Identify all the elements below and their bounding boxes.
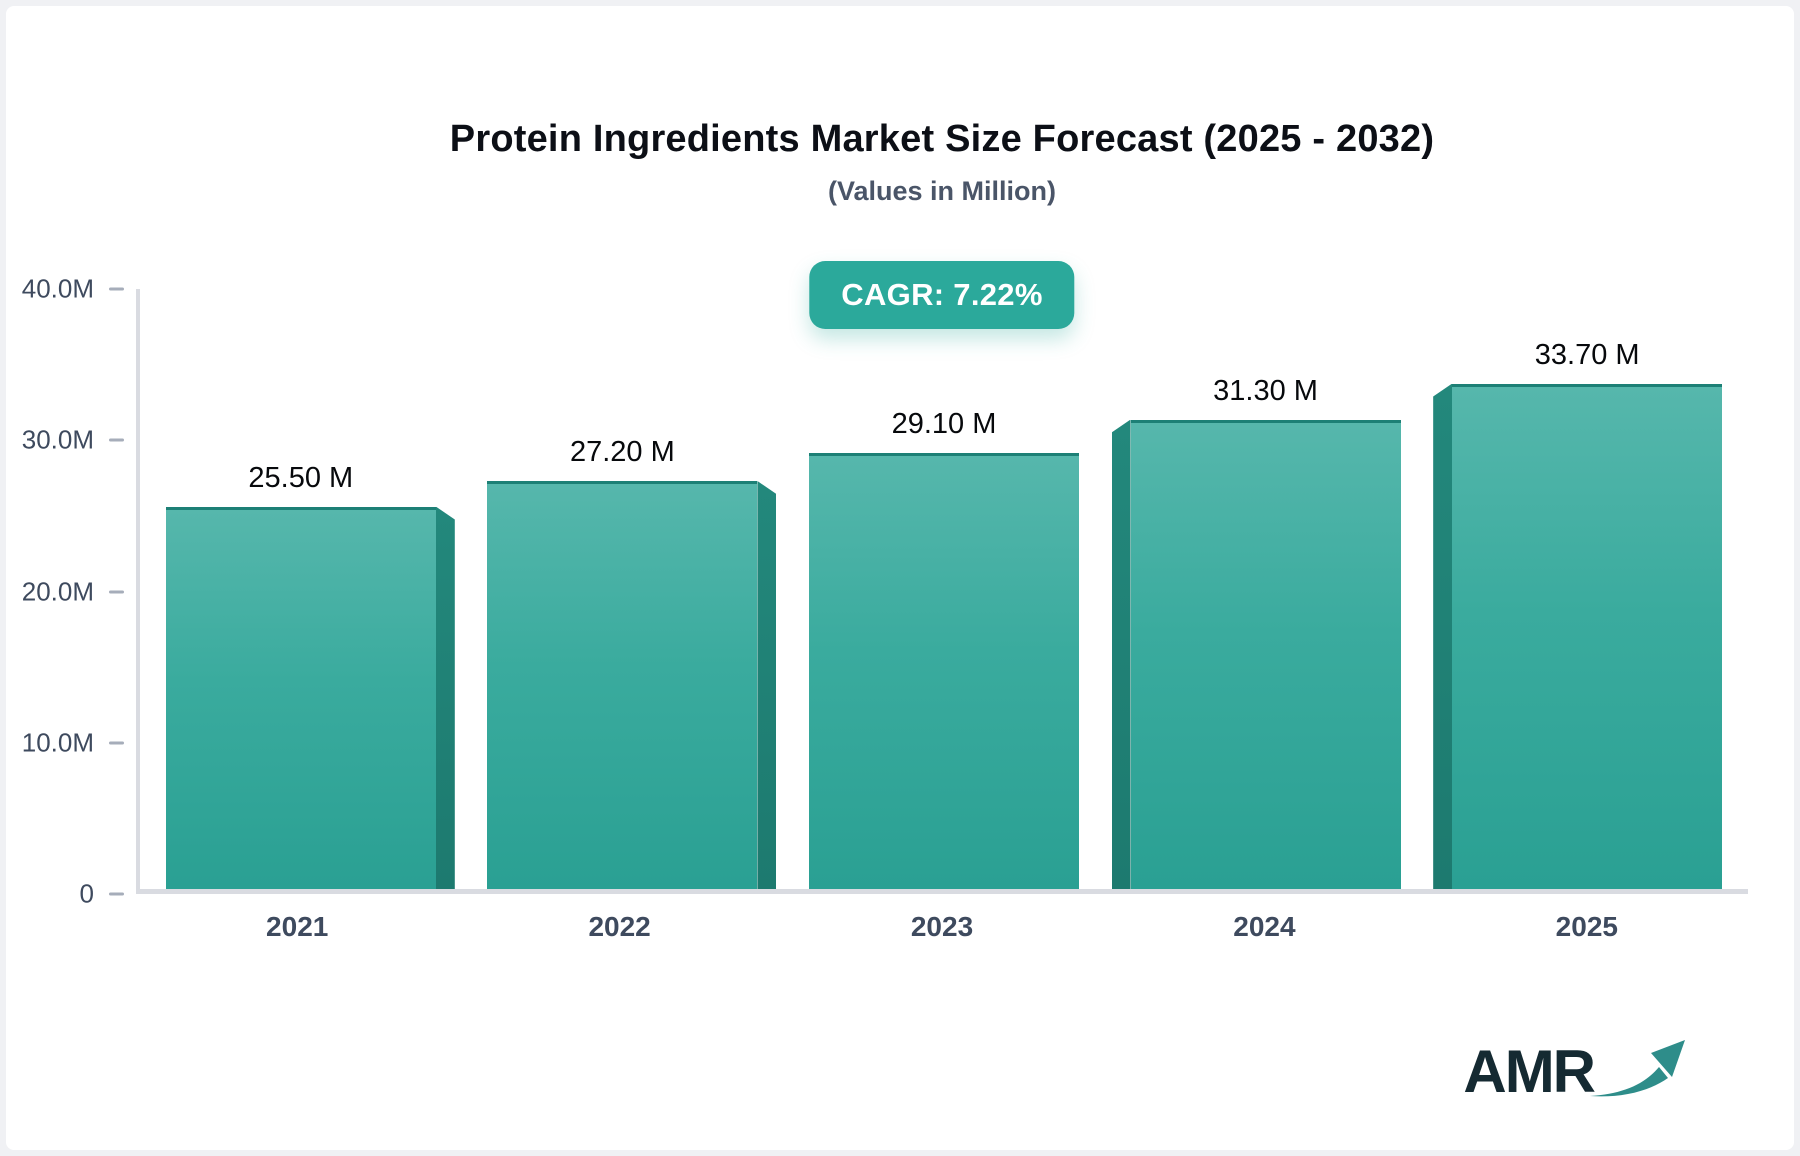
amr-logo: AMR (1463, 1031, 1694, 1102)
bar: 31.30 M (1111, 375, 1401, 889)
y-tick-mark (109, 438, 124, 442)
y-tick-mark (109, 741, 124, 745)
x-tick-label: 2022 (588, 911, 651, 942)
y-tick-label: 10.0M (21, 727, 94, 758)
x-tick-label: 2021 (266, 911, 329, 942)
logo-text: AMR (1463, 1038, 1596, 1105)
y-axis: 40.0M 30.0M 20.0M 10.0M 0 (6, 274, 136, 909)
bar-group: 31.30 M (1105, 289, 1427, 889)
bar-3d-edge (757, 481, 777, 889)
x-tick-label: 2024 (1233, 911, 1296, 942)
bar-group: 27.20 M (462, 289, 784, 889)
bar-group: 29.10 M (783, 289, 1105, 889)
x-tick-label: 2025 (1555, 911, 1618, 942)
chart-subtitle: (Values in Million) (827, 176, 1057, 206)
bar: 27.20 M (487, 436, 777, 889)
y-tick-mark (109, 892, 124, 896)
y-tick-label: 30.0M (21, 424, 94, 455)
x-axis-labels: 2021 2022 2023 2024 2025 (136, 911, 1748, 943)
bar: 33.70 M (1433, 339, 1723, 889)
bar-3d-edge (1433, 383, 1453, 889)
y-tick-label: 40.0M (21, 273, 94, 304)
chart-header: Protein Ingredients Market Size Forecast… (136, 6, 1748, 356)
bar-3d-edge (435, 506, 455, 889)
growth-arrow-icon (1588, 1035, 1688, 1106)
chart-title: Protein Ingredients Market Size Forecast… (449, 118, 1435, 160)
y-tick-mark (109, 287, 124, 291)
x-tick-label: 2023 (910, 911, 974, 942)
y-tick-mark (109, 590, 124, 593)
bar-3d-edge (1111, 419, 1131, 889)
y-tick-label: 20.0M (21, 576, 94, 606)
bar-value-label: 27.20 M (569, 436, 675, 468)
cagr-badge: CAGR: 7.22% (809, 261, 1075, 329)
bars: 25.50 M 27.20 M 29.10 M 31.30 M 33.70 M (140, 289, 1748, 889)
plot-area: 25.50 M 27.20 M 29.10 M 31.30 M 33.70 M (136, 289, 1748, 894)
bar-group: 33.70 M (1426, 289, 1748, 889)
y-tick-label: 0 (79, 878, 94, 909)
bar-value-label: 29.10 M (891, 407, 997, 440)
bar-value-label: 33.70 M (1534, 338, 1640, 371)
chart-card: Protein Ingredients Market Size Forecast… (6, 6, 1794, 1150)
bar-group: 25.50 M (140, 289, 462, 889)
bar: 29.10 M (808, 408, 1079, 889)
bar-value-label: 25.50 M (248, 461, 354, 494)
bar-value-label: 31.30 M (1213, 374, 1318, 407)
bar: 25.50 M (165, 462, 455, 889)
